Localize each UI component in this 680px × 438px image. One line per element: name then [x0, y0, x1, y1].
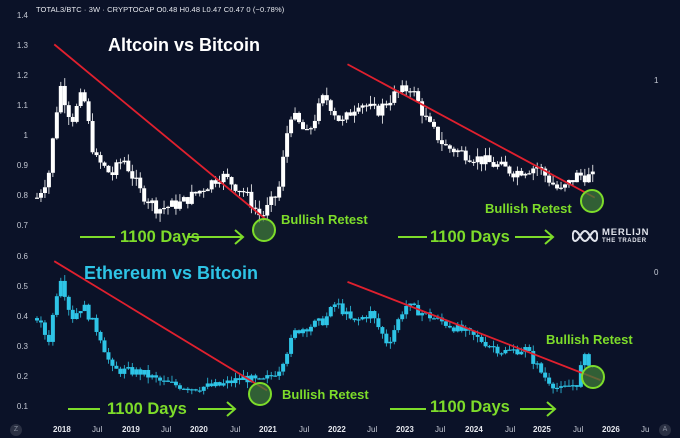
bullish-retest-label: Bullish Retest: [546, 332, 633, 347]
y-tick: 1.4: [16, 11, 28, 20]
merlijn-logo: MERLIJN THE TRADER: [572, 228, 649, 244]
y-tick: 0.8: [16, 191, 28, 200]
logo-line2: THE TRADER: [602, 237, 647, 244]
y-tick: 1: [23, 131, 28, 140]
x-tick: 2021: [259, 425, 277, 434]
chart-title-ethereum: Ethereum vs Bitcoin: [84, 263, 259, 283]
bullish-retest-label: Bullish Retest: [281, 212, 368, 227]
x-tick: Jul: [573, 425, 584, 434]
x-tick: 2019: [122, 425, 140, 434]
x-tick: 2026: [602, 425, 620, 434]
x-tick: 2023: [396, 425, 414, 434]
days-span-label: 1100 Days: [430, 398, 510, 416]
y-tick: 0.7: [16, 221, 28, 230]
chart-title-altcoin: Altcoin vs Bitcoin: [108, 35, 261, 55]
x-tick: Jul: [505, 425, 516, 434]
infinity-logo-icon: [572, 229, 598, 242]
x-tick: Jul: [92, 425, 103, 434]
days-span-label: 1100 Days: [120, 228, 200, 246]
ohlc-legend: TOTAL3/BTC · 3W · CRYPTOCAP O0.48 H0.48 …: [36, 5, 285, 14]
x-tick: Ju: [641, 425, 650, 434]
bullish-retest-label: Bullish Retest: [485, 201, 572, 216]
x-tick: Jul: [435, 425, 446, 434]
y-tick: 0.6: [16, 252, 28, 261]
x-tick: 2025: [533, 425, 551, 434]
x-tick: 2022: [328, 425, 346, 434]
x-tick: Jul: [161, 425, 172, 434]
y-tick: 0.2: [16, 372, 28, 381]
y-tick: 0.4: [16, 312, 28, 321]
days-span-label: 1100 Days: [107, 400, 187, 418]
y-tick: 1.2: [16, 71, 28, 80]
x-tick: 2018: [53, 425, 71, 434]
y-tick: 0.5: [16, 282, 28, 291]
right-axis-label-top: 1: [654, 76, 659, 85]
y-tick: 0.1: [16, 402, 28, 411]
x-tick: 2020: [190, 425, 208, 434]
zoom-reset-button[interactable]: Z: [10, 424, 22, 436]
x-tick: 2024: [465, 425, 483, 434]
auto-scale-button[interactable]: A: [659, 424, 671, 436]
days-span-label: 1100 Days: [430, 228, 510, 246]
bullish-retest-label: Bullish Retest: [282, 387, 369, 402]
x-tick: Jul: [299, 425, 310, 434]
x-tick: Jul: [230, 425, 241, 434]
right-axis-label-bottom: 0: [654, 268, 659, 277]
y-tick: 1.1: [16, 101, 28, 110]
logo-line1: MERLIJN: [602, 227, 650, 238]
x-tick: Jul: [367, 425, 378, 434]
y-tick: 0.9: [16, 161, 28, 170]
y-tick: 1.3: [16, 41, 28, 50]
y-tick: 0.3: [16, 342, 28, 351]
